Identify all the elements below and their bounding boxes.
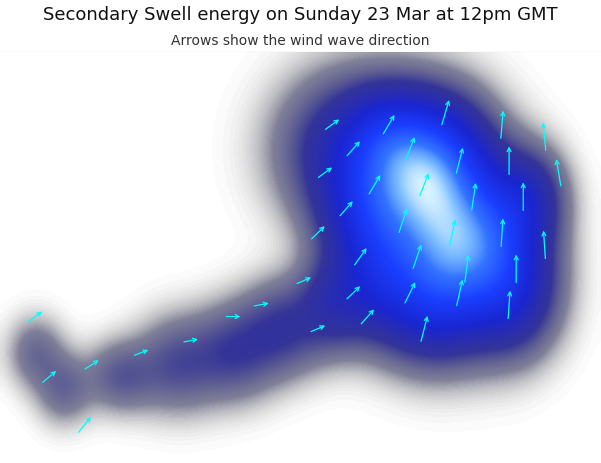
Text: Secondary Swell energy on Sunday 23 Mar at 12pm GMT: Secondary Swell energy on Sunday 23 Mar … (43, 6, 558, 24)
Text: Arrows show the wind wave direction: Arrows show the wind wave direction (171, 34, 430, 48)
